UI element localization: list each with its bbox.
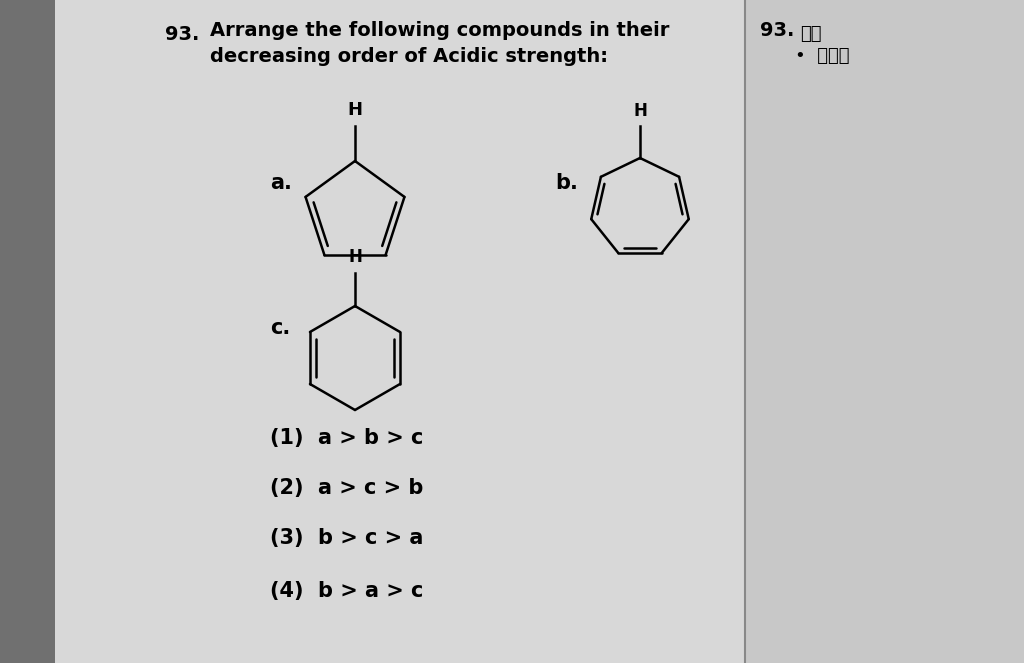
Text: c.: c. bbox=[270, 318, 290, 338]
Text: b.: b. bbox=[555, 173, 578, 193]
FancyBboxPatch shape bbox=[0, 0, 55, 663]
Text: •  में: • में bbox=[795, 47, 850, 65]
Text: Arrange the following compounds in their
decreasing order of Acidic strength:: Arrange the following compounds in their… bbox=[210, 21, 670, 66]
Text: 93.: 93. bbox=[760, 21, 795, 40]
Text: (4)  b > a > c: (4) b > a > c bbox=[270, 581, 423, 601]
Text: (1)  a > b > c: (1) a > b > c bbox=[270, 428, 423, 448]
FancyBboxPatch shape bbox=[745, 0, 1024, 663]
Text: H: H bbox=[348, 248, 361, 266]
Text: 93.: 93. bbox=[165, 25, 200, 44]
Text: a.: a. bbox=[270, 173, 292, 193]
Text: (2)  a > c > b: (2) a > c > b bbox=[270, 478, 423, 498]
Text: (3)  b > c > a: (3) b > c > a bbox=[270, 528, 423, 548]
Text: नि: नि bbox=[800, 25, 821, 43]
FancyBboxPatch shape bbox=[55, 0, 745, 663]
Text: H: H bbox=[347, 101, 362, 119]
Text: H: H bbox=[633, 102, 647, 120]
